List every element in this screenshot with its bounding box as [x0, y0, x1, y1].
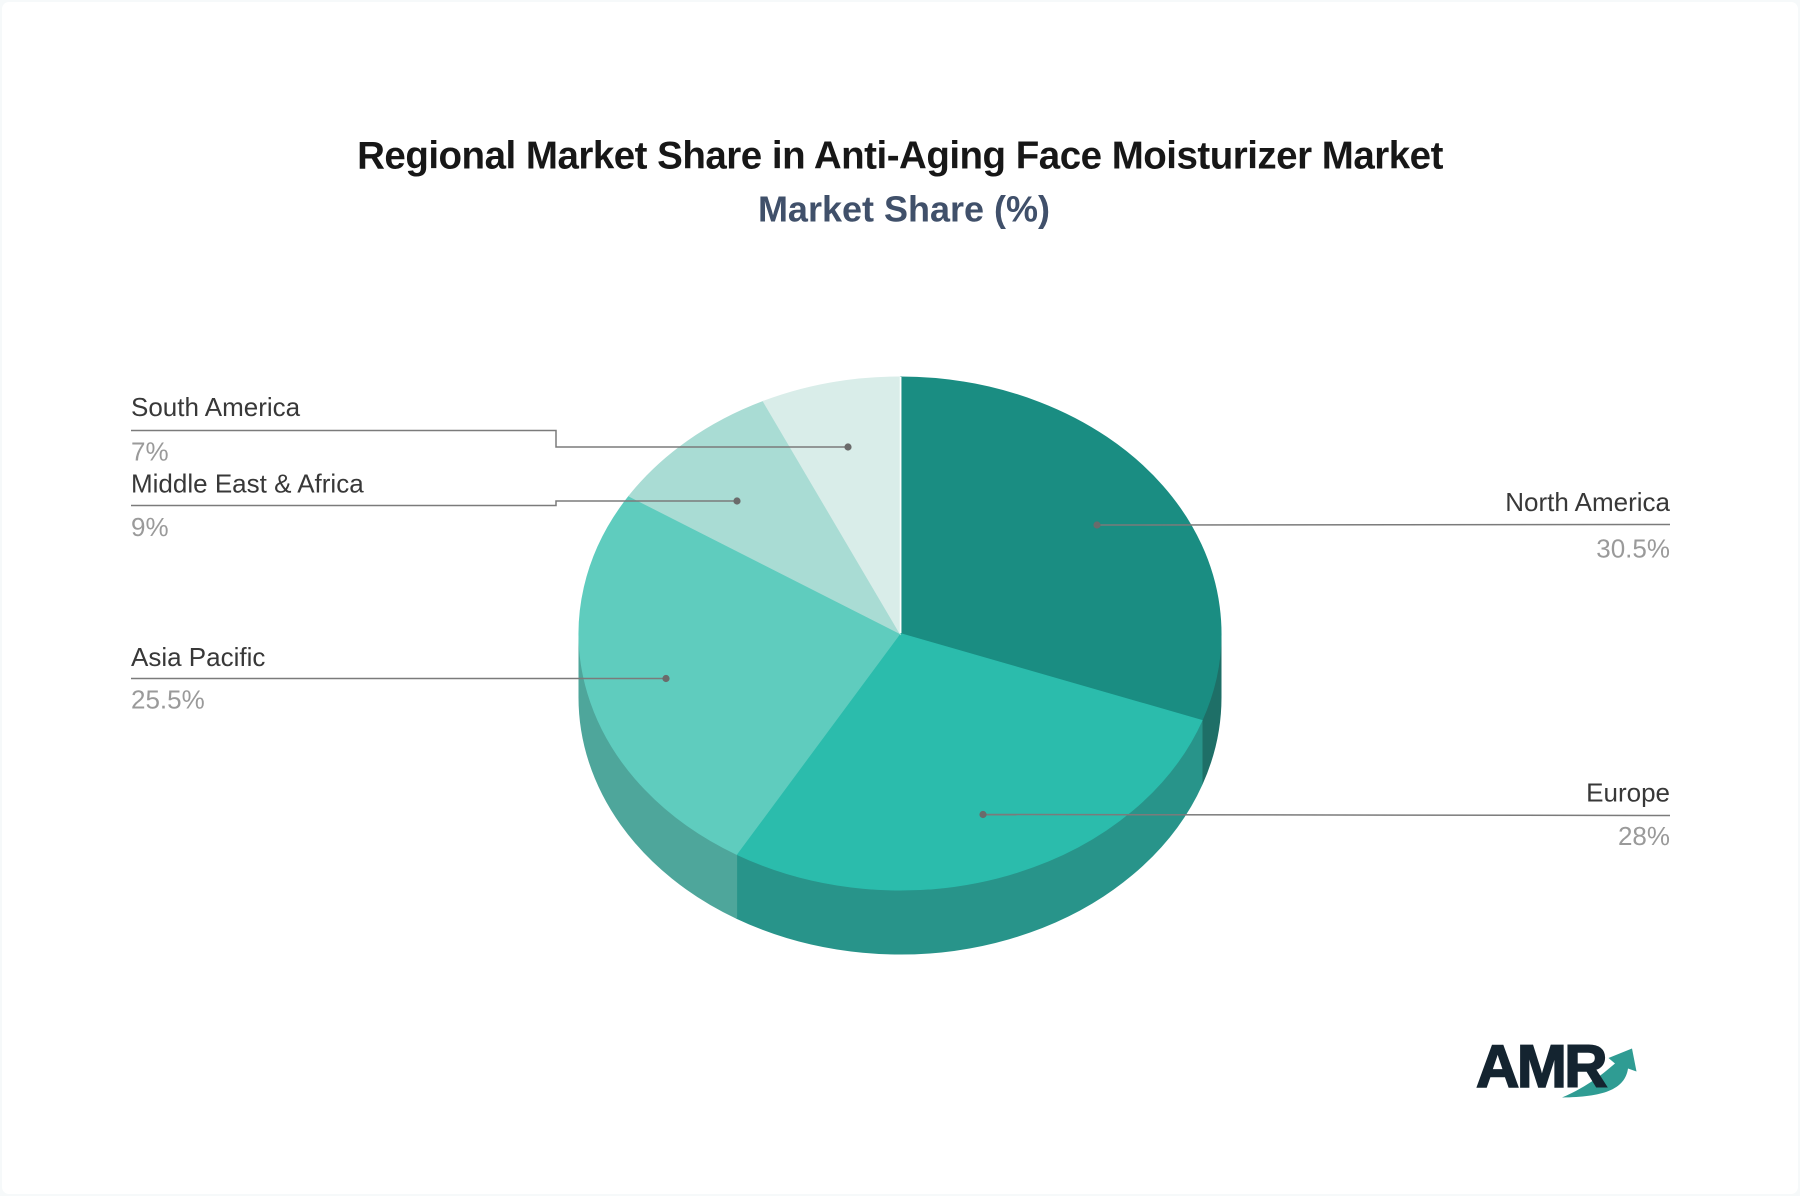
svg-text:28%: 28% — [1618, 821, 1670, 851]
svg-text:30.5%: 30.5% — [1596, 534, 1670, 564]
svg-text:7%: 7% — [131, 436, 169, 466]
svg-text:Market Share (%): Market Share (%) — [758, 189, 1050, 230]
svg-text:9%: 9% — [131, 512, 169, 542]
svg-text:Asia Pacific: Asia Pacific — [131, 642, 265, 672]
svg-text:North America: North America — [1505, 487, 1670, 517]
svg-text:AMR: AMR — [1476, 1033, 1607, 1100]
svg-text:Regional Market Share in Anti-: Regional Market Share in Anti-Aging Face… — [357, 135, 1443, 178]
svg-text:South America: South America — [131, 392, 301, 422]
svg-text:25.5%: 25.5% — [131, 685, 205, 715]
svg-text:Middle East & Africa: Middle East & Africa — [131, 468, 364, 498]
svg-text:Europe: Europe — [1586, 778, 1670, 808]
